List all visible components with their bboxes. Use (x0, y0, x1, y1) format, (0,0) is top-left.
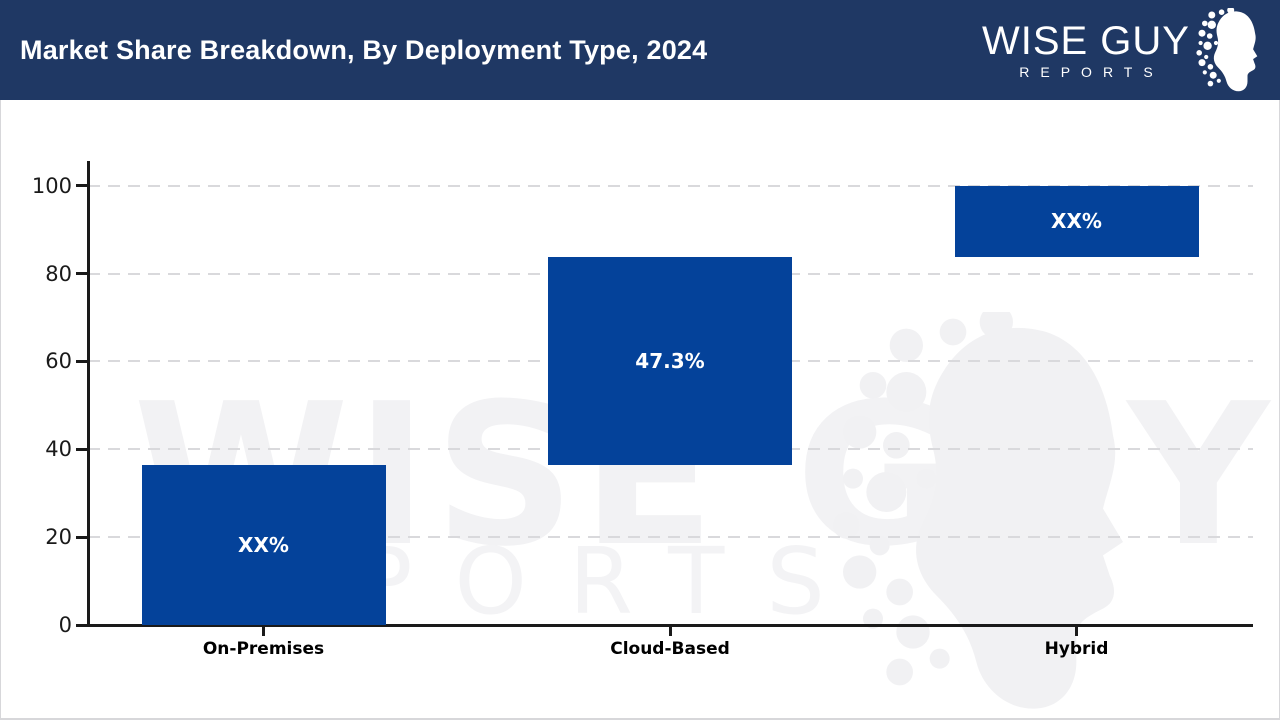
page-title: Market Share Breakdown, By Deployment Ty… (20, 34, 708, 65)
gridline-y-100 (88, 184, 1253, 187)
bar-value-label: XX% (238, 532, 289, 557)
brand-subname: REPORTS (1019, 64, 1164, 80)
bar-on-premises: XX% (141, 464, 386, 625)
bar-value-label: XX% (1051, 209, 1102, 234)
y-tick-mark-40 (76, 447, 88, 451)
x-tick-mark-2 (668, 626, 672, 636)
y-tick-label-20: 20 (45, 525, 72, 550)
x-tick-label-1: On-Premises (202, 639, 325, 659)
x-axis (86, 623, 1253, 627)
y-tick-label-0: 0 (58, 613, 72, 637)
x-tick-label-2: Cloud-Based (610, 639, 730, 659)
header-bar: Market Share Breakdown, By Deployment Ty… (0, 0, 1280, 100)
y-tick-mark-0 (76, 623, 88, 627)
y-tick-mark-100 (76, 184, 88, 188)
gridline-y-20 (88, 536, 1253, 539)
y-tick-mark-20 (76, 535, 88, 539)
brand-name: WISE GUY (981, 19, 1190, 63)
wiseguy-head-icon (1194, 8, 1266, 92)
x-tick-label-3: Hybrid (1044, 639, 1109, 659)
y-tick-label-80: 80 (45, 261, 72, 286)
y-tick-mark-60 (76, 359, 88, 363)
x-tick-mark-3 (1075, 626, 1078, 636)
y-axis (86, 161, 90, 627)
x-tick-mark-1 (262, 626, 265, 636)
y-tick-label-100: 100 (31, 173, 72, 198)
y-tick-label-40: 40 (45, 437, 72, 462)
y-tick-label-60: 60 (45, 349, 72, 374)
y-tick-mark-80 (76, 272, 88, 276)
bar-cloud-based: 47.3% (548, 256, 792, 465)
bar-value-label: 47.3% (635, 348, 705, 373)
bar-hybrid: XX% (954, 185, 1199, 257)
brand-logo: WISE GUY REPORTS (982, 6, 1266, 94)
brand-logo-text: WISE GUY REPORTS (982, 20, 1190, 80)
